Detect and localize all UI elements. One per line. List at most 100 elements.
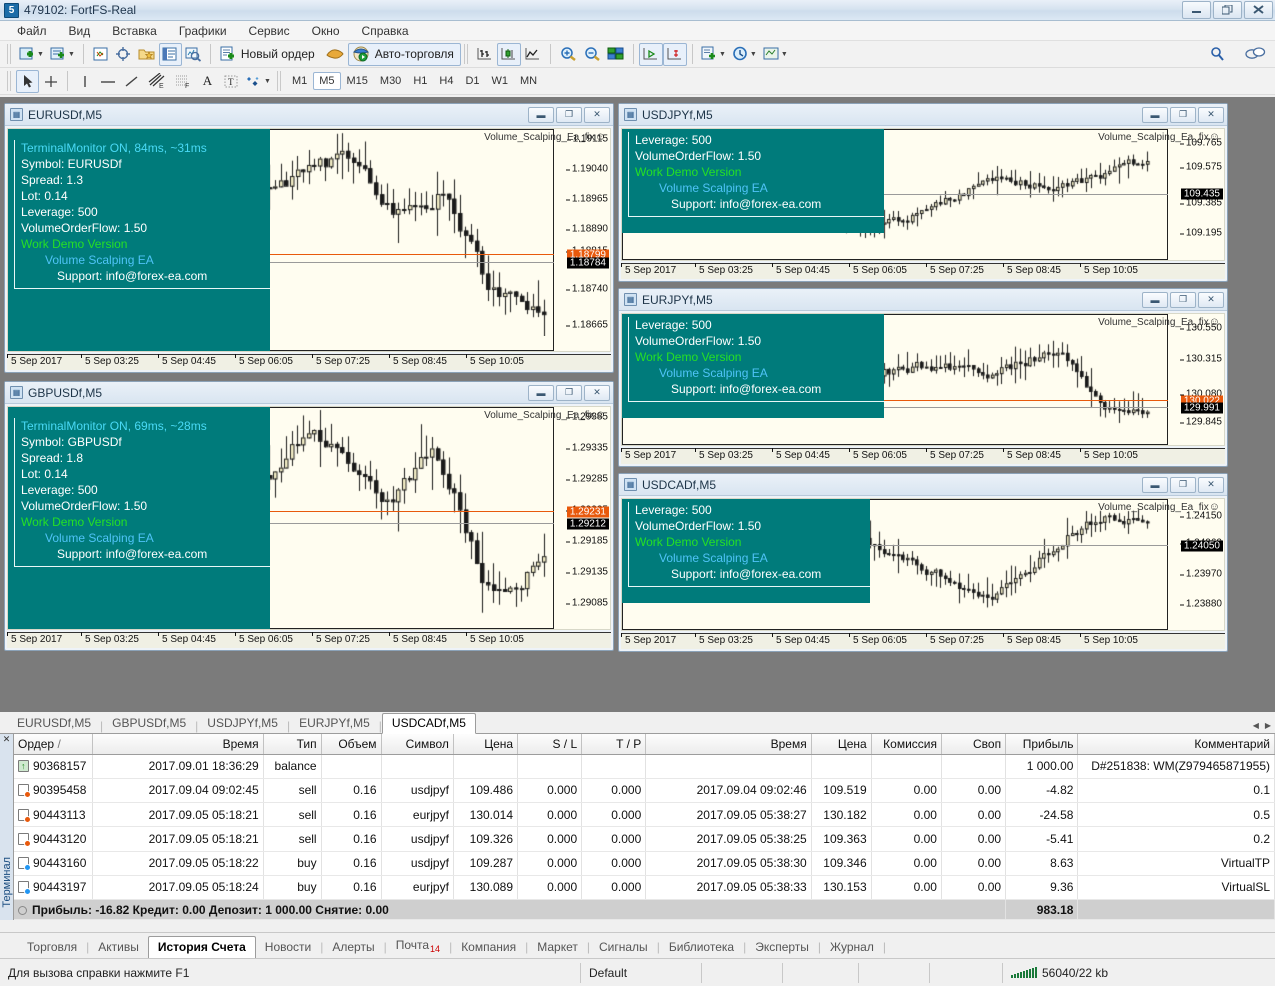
search-icon[interactable] bbox=[1205, 43, 1229, 66]
chart-window-controls[interactable]: ▬ ❐ ✕ bbox=[1142, 106, 1224, 123]
line-chart-icon[interactable] bbox=[521, 43, 545, 66]
chart-shift-icon[interactable] bbox=[662, 42, 687, 66]
periods-icon[interactable]: ▼ bbox=[729, 43, 760, 66]
time-scale[interactable]: 5 Sep 2017 5 Sep 03:25 5 Sep 04:45 5 Sep… bbox=[6, 632, 611, 648]
col-symbol[interactable]: Символ bbox=[381, 734, 454, 755]
tab-news[interactable]: Новости bbox=[264, 940, 312, 954]
period-w1[interactable]: W1 bbox=[491, 75, 509, 87]
chart-restore-button[interactable]: ❐ bbox=[556, 106, 582, 123]
chart-canvas-area[interactable]: ▼EURUSDf,M5 1.18785 1.18792 1.18771 1.18… bbox=[7, 128, 611, 352]
new-chart-icon[interactable]: ▼ bbox=[16, 43, 47, 66]
tab-trade[interactable]: Торговля bbox=[27, 940, 78, 954]
text-icon[interactable]: A bbox=[196, 70, 219, 93]
chart-canvas-area[interactable]: ▼USDJPYf,M5 109.445 109.445 109.433 109.… bbox=[621, 128, 1225, 261]
chart-titlebar[interactable]: ▦ EURUSDf,M5 ▬ ❐ ✕ bbox=[5, 104, 613, 126]
profiles-icon[interactable]: ▼ bbox=[47, 43, 78, 66]
tab-journal[interactable]: Журнал bbox=[830, 940, 874, 954]
candlestick-chart-icon[interactable] bbox=[496, 42, 521, 66]
zoom-out-icon[interactable] bbox=[580, 43, 604, 66]
status-connection[interactable]: 56040/22 kb bbox=[1003, 963, 1116, 983]
close-button[interactable] bbox=[1244, 1, 1273, 19]
chart-tab-usdjpy[interactable]: USDJPYf,M5 bbox=[207, 716, 278, 730]
equidistant-channel-icon[interactable]: E bbox=[144, 70, 170, 93]
chart-tab-eurjpy[interactable]: EURJPYf,M5 bbox=[299, 716, 370, 730]
col-type[interactable]: Тип bbox=[263, 734, 322, 755]
toolbar-grip[interactable] bbox=[463, 44, 470, 64]
chart-close-button[interactable]: ✕ bbox=[1198, 106, 1224, 123]
chart-close-button[interactable]: ✕ bbox=[584, 106, 610, 123]
window-controls[interactable] bbox=[1182, 1, 1273, 19]
period-m15[interactable]: M15 bbox=[346, 75, 368, 87]
chart-window-eurjpy[interactable]: ▦ EURJPYf,M5 ▬ ❐ ✕ ▼EURJPYf,M5 130.005 1… bbox=[618, 288, 1228, 467]
tab-alerts[interactable]: Алерты bbox=[332, 940, 375, 954]
tab-experts[interactable]: Эксперты bbox=[755, 940, 809, 954]
terminal-icon[interactable] bbox=[158, 42, 182, 66]
fibonacci-icon[interactable]: F bbox=[170, 70, 196, 93]
period-d1[interactable]: D1 bbox=[465, 75, 480, 87]
chat-icon[interactable] bbox=[1241, 43, 1269, 66]
time-scale[interactable]: 5 Sep 2017 5 Sep 03:25 5 Sep 04:45 5 Sep… bbox=[620, 263, 1225, 279]
vertical-line-icon[interactable] bbox=[73, 70, 96, 93]
tab-library[interactable]: Библиотека bbox=[668, 940, 735, 954]
metaeditor-icon[interactable] bbox=[322, 43, 348, 66]
col-profit[interactable]: Прибыль bbox=[1005, 734, 1079, 755]
table-row[interactable]: 90443160 2017.09.05 05:18:22 buy 0.16 usdjpy… bbox=[14, 851, 1275, 876]
orders-header-row[interactable]: Ордер / Время Тип Объем Символ Цена S / … bbox=[14, 734, 1275, 755]
chart-tab-eurusd[interactable]: EURUSDf,M5 bbox=[17, 716, 92, 730]
auto-scroll-icon[interactable] bbox=[638, 42, 663, 66]
chart-window-usdjpy[interactable]: ▦ USDJPYf,M5 ▬ ❐ ✕ ▼USDJPYf,M5 109.445 1… bbox=[618, 103, 1228, 282]
chart-canvas-area[interactable]: ▼USDCADf,M5 1.24034 1.24053 1.24028 1.24… bbox=[621, 498, 1225, 631]
col-swap[interactable]: Своп bbox=[941, 734, 1007, 755]
templates-icon[interactable]: ▼ bbox=[760, 43, 791, 66]
autotrading-button[interactable]: Авто-торговля bbox=[347, 42, 461, 66]
menu-tools[interactable]: Сервис bbox=[248, 23, 290, 38]
chart-tab-gbpusd[interactable]: GBPUSDf,M5 bbox=[112, 716, 187, 730]
favorites-icon[interactable] bbox=[135, 43, 159, 66]
chart-restore-button[interactable]: ❐ bbox=[1170, 106, 1196, 123]
chart-restore-button[interactable]: ❐ bbox=[556, 384, 582, 401]
table-row[interactable]: ↑ 90368157 2017.09.01 18:36:29 balance 1 000… bbox=[14, 754, 1275, 779]
chart-titlebar[interactable]: ▦ USDJPYf,M5 ▬ ❐ ✕ bbox=[619, 104, 1227, 126]
col-volume[interactable]: Объем bbox=[321, 734, 382, 755]
col-open-price[interactable]: Цена bbox=[453, 734, 519, 755]
chevron-down-icon[interactable]: ▼ bbox=[264, 77, 271, 85]
tab-market[interactable]: Маркет bbox=[537, 940, 578, 954]
chart-minimize-button[interactable]: ▬ bbox=[528, 106, 554, 123]
chevron-down-icon[interactable]: ▼ bbox=[37, 50, 44, 58]
chart-tab-usdcad[interactable]: USDCADf,M5 bbox=[381, 713, 476, 734]
col-close-time[interactable]: Время bbox=[645, 734, 812, 755]
terminal-sidebar[interactable]: ✕ Терминал bbox=[0, 734, 14, 920]
chart-close-button[interactable]: ✕ bbox=[1198, 476, 1224, 493]
orders-body[interactable]: ↑ 90368157 2017.09.01 18:36:29 balance 1 000… bbox=[14, 754, 1275, 901]
menu-view[interactable]: Вид bbox=[68, 23, 91, 38]
tab-mailbox[interactable]: Почта14 bbox=[395, 938, 441, 954]
period-m1[interactable]: M1 bbox=[291, 75, 308, 87]
tile-windows-icon[interactable] bbox=[604, 43, 628, 66]
time-scale[interactable]: 5 Sep 2017 5 Sep 03:25 5 Sep 04:45 5 Sep… bbox=[620, 633, 1225, 649]
restore-button[interactable] bbox=[1213, 1, 1242, 19]
menu-help[interactable]: Справка bbox=[361, 23, 409, 38]
toolbar-grip[interactable] bbox=[276, 71, 283, 91]
chevron-down-icon[interactable]: ▼ bbox=[749, 50, 757, 58]
time-scale[interactable]: 5 Sep 2017 5 Sep 03:25 5 Sep 04:45 5 Sep… bbox=[620, 448, 1225, 464]
chart-restore-button[interactable]: ❐ bbox=[1170, 476, 1196, 493]
chart-tab-bar[interactable]: EURUSDf,M5 | GBPUSDf,M5 | USDJPYf,M5 | E… bbox=[0, 712, 1275, 734]
minimize-button[interactable] bbox=[1182, 1, 1211, 19]
chart-minimize-button[interactable]: ▬ bbox=[1142, 291, 1168, 308]
chart-window-controls[interactable]: ▬ ❐ ✕ bbox=[1142, 291, 1224, 308]
col-sl[interactable]: S / L bbox=[517, 734, 583, 755]
chart-close-button[interactable]: ✕ bbox=[584, 384, 610, 401]
bar-chart-icon[interactable] bbox=[473, 43, 497, 66]
new-order-button[interactable]: Новый ордер bbox=[216, 43, 322, 66]
col-open-time[interactable]: Время bbox=[92, 734, 264, 755]
price-scale[interactable]: 1.24150 1.24060 1.23970 1.23880 bbox=[1168, 499, 1224, 630]
toolbar-grip[interactable] bbox=[7, 44, 13, 64]
col-tp[interactable]: T / P bbox=[581, 734, 647, 755]
col-commission[interactable]: Комиссия bbox=[871, 734, 942, 755]
chevron-down-icon[interactable]: ▼ bbox=[67, 50, 75, 58]
table-row[interactable]: 90395458 2017.09.04 09:02:45 sell 0.16 usdjp… bbox=[14, 778, 1275, 804]
price-scale[interactable]: 1.19115 1.19040 1.18965 1.18890 1.18815 … bbox=[554, 129, 610, 351]
chart-titlebar[interactable]: ▦ USDCADf,M5 ▬ ❐ ✕ bbox=[619, 474, 1227, 496]
chart-close-button[interactable]: ✕ bbox=[1198, 291, 1224, 308]
period-m30[interactable]: M30 bbox=[379, 75, 402, 87]
